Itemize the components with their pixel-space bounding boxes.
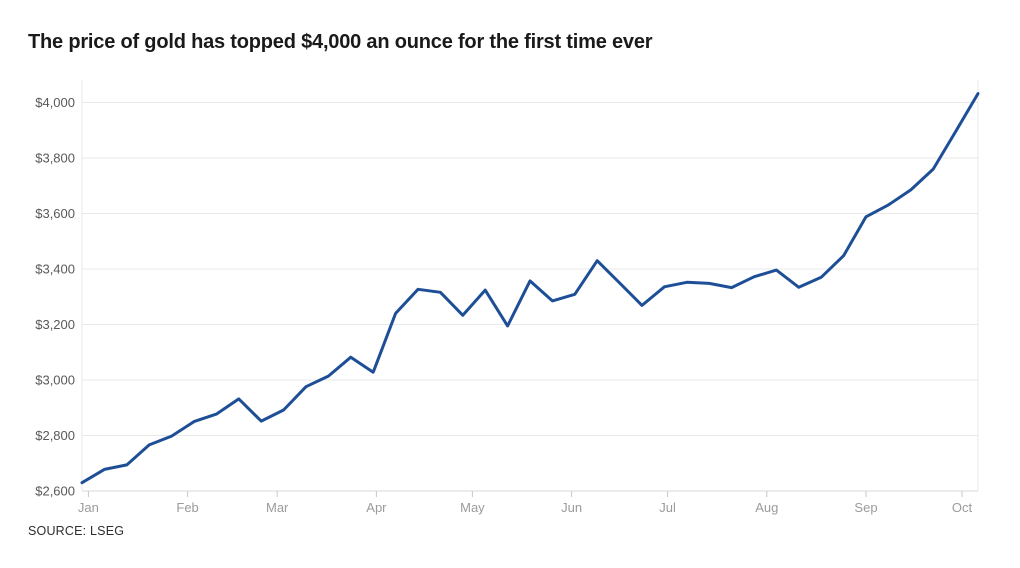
x-axis-tick-label: Jul xyxy=(659,500,676,515)
x-axis-tick-label: Aug xyxy=(755,500,778,515)
x-axis-tick-label: May xyxy=(460,500,485,515)
y-axis-tick-label: $2,600 xyxy=(35,484,75,499)
x-axis-tick-label: Jun xyxy=(561,500,582,515)
x-axis-tick-label: Jan xyxy=(78,500,99,515)
x-axis-tick-label: Feb xyxy=(176,500,198,515)
y-axis-tick-label: $3,000 xyxy=(35,373,75,388)
y-axis-tick-label: $4,000 xyxy=(35,95,75,110)
y-axis-tick-label: $3,200 xyxy=(35,317,75,332)
y-axis-tick-label: $3,600 xyxy=(35,206,75,221)
x-axis-tick-label: Apr xyxy=(366,500,387,515)
x-axis-tick-label: Mar xyxy=(266,500,289,515)
gold-price-line xyxy=(80,92,980,485)
y-axis-tick-label: $3,800 xyxy=(35,151,75,166)
chart-title: The price of gold has topped $4,000 an o… xyxy=(28,31,653,53)
x-axis-tick-label: Oct xyxy=(952,500,973,515)
source-attribution: SOURCE: LSEG xyxy=(28,524,125,538)
y-axis-tick-label: $2,800 xyxy=(35,428,75,443)
y-axis-tick-label: $3,400 xyxy=(35,262,75,277)
x-axis-tick-label: Sep xyxy=(854,500,877,515)
